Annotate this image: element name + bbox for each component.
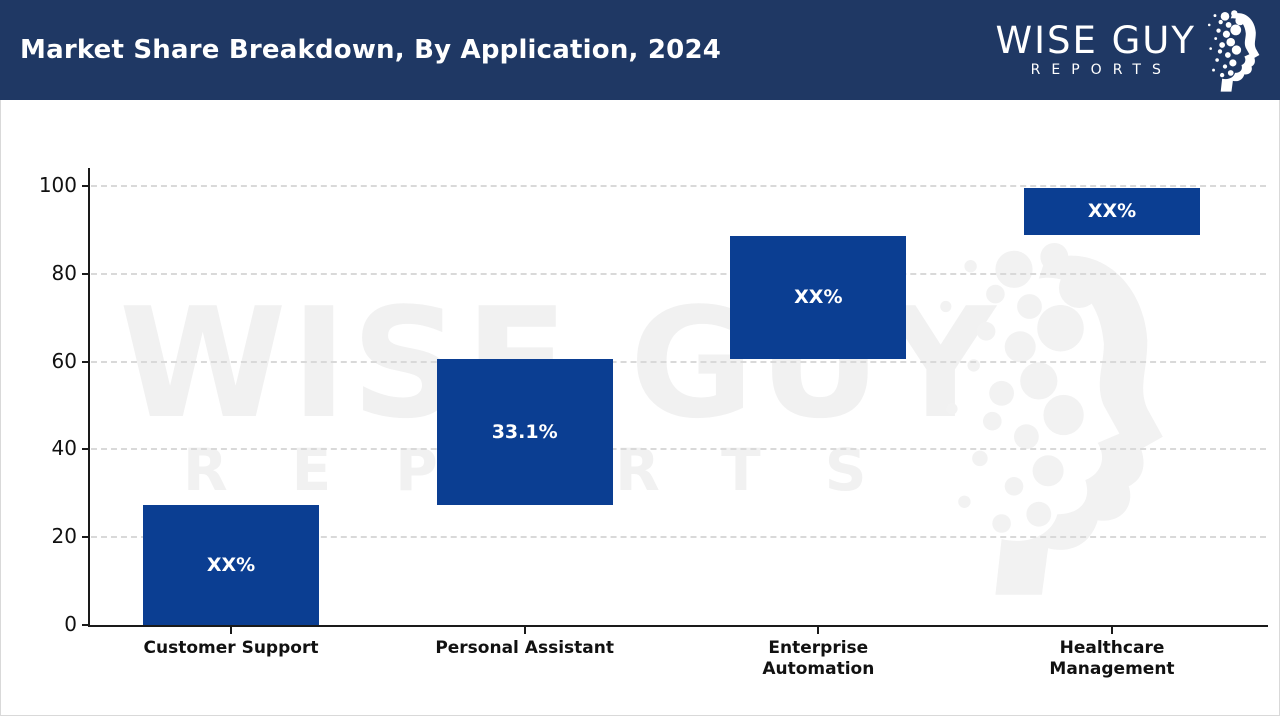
y-tick-label-0: 0 bbox=[64, 612, 77, 636]
x-axis-label-healthcare-management: Healthcare Management bbox=[1049, 638, 1175, 680]
bar-healthcare-management: XX% bbox=[1024, 187, 1200, 235]
wise-guy-reports-logo: WISE GUY REPORTS bbox=[996, 7, 1266, 93]
gridline-20 bbox=[91, 536, 1266, 539]
y-tick-100 bbox=[82, 185, 89, 187]
x-axis-spine bbox=[88, 625, 1268, 627]
gridline-40 bbox=[91, 448, 1266, 451]
gridline-60 bbox=[91, 360, 1266, 363]
bar-value-label: XX% bbox=[206, 553, 256, 576]
x-axis-label-personal-assistant: Personal Assistant bbox=[435, 638, 614, 658]
y-axis-spine bbox=[88, 168, 90, 627]
y-tick-0 bbox=[82, 624, 89, 626]
y-tick-80 bbox=[82, 272, 89, 275]
x-tick-enterprise-automation bbox=[817, 627, 820, 634]
logo-wordmark: WISE GUY bbox=[995, 18, 1196, 62]
x-tick-personal-assistant bbox=[523, 627, 526, 634]
bar-customer-support: XX% bbox=[143, 504, 319, 625]
bar-value-label: XX% bbox=[794, 286, 843, 309]
page-title: Market Share Breakdown, By Application, … bbox=[20, 35, 722, 65]
y-tick-label-80: 80 bbox=[51, 260, 77, 285]
bar-enterprise-automation: XX% bbox=[730, 236, 907, 359]
dotted-head-profile-icon bbox=[1207, 10, 1260, 92]
x-axis-label-customer-support: Customer Support bbox=[143, 638, 319, 658]
x-axis-label-enterprise-automation: Enterprise Automation bbox=[762, 638, 875, 680]
header-bar: Market Share Breakdown, By Application, … bbox=[0, 0, 1280, 100]
logo-subtitle: REPORTS bbox=[1030, 62, 1172, 79]
y-tick-label-20: 20 bbox=[51, 524, 77, 549]
y-tick-20 bbox=[82, 536, 89, 539]
bar-value-label: XX% bbox=[1087, 200, 1137, 223]
y-tick-40 bbox=[82, 448, 89, 451]
y-tick-60 bbox=[82, 360, 89, 363]
gridline-100 bbox=[91, 185, 1266, 187]
x-tick-customer-support bbox=[230, 627, 232, 634]
logo-text: WISE GUY REPORTS bbox=[995, 18, 1196, 79]
y-tick-label-100: 100 bbox=[38, 173, 77, 197]
watermark-dotted-head-profile-icon bbox=[940, 242, 1163, 595]
y-tick-label-60: 60 bbox=[51, 348, 77, 373]
bar-value-label: 33.1% bbox=[491, 421, 558, 444]
x-tick-healthcare-management bbox=[1111, 627, 1113, 634]
bar-personal-assistant: 33.1% bbox=[436, 359, 613, 505]
y-tick-label-40: 40 bbox=[51, 436, 77, 461]
gridline-80 bbox=[91, 272, 1266, 275]
chart-area: WISE GUY REPORTS 020406080100XX%33.1%XX%… bbox=[0, 100, 1280, 716]
